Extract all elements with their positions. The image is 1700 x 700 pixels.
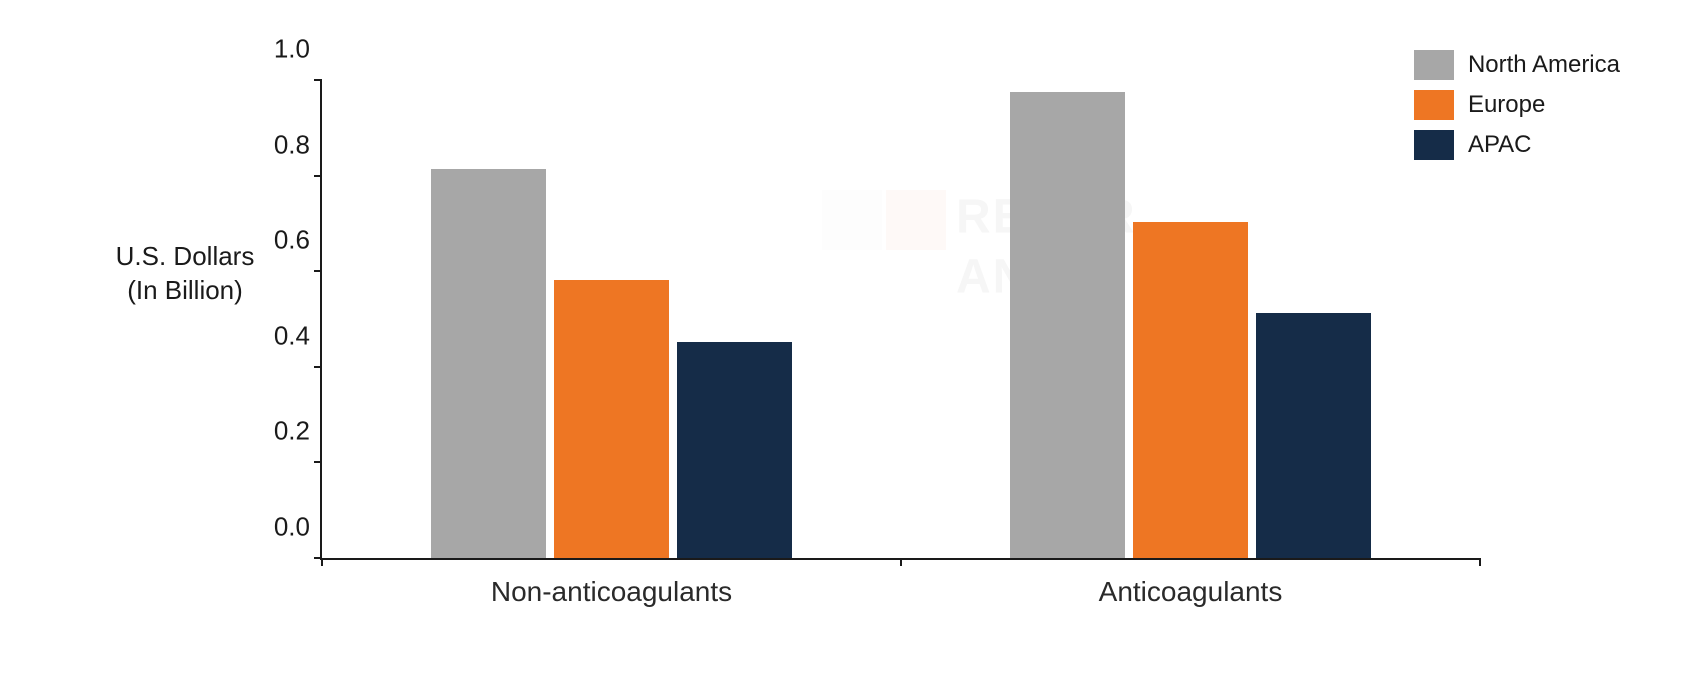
bar xyxy=(1256,313,1371,558)
x-category-label: Non-anticoagulants xyxy=(491,576,732,608)
bar xyxy=(1133,222,1248,558)
y-tick-label: 0.4 xyxy=(274,320,310,351)
chart-container: U.S. Dollars (In Billion) REPOR AND D 0.… xyxy=(100,40,1640,660)
y-tick-label: 0.0 xyxy=(274,512,310,543)
bar xyxy=(431,169,546,558)
bar-group: Anticoagulants xyxy=(1006,80,1375,558)
legend-item: North America xyxy=(1414,50,1620,80)
y-tick-label: 0.6 xyxy=(274,225,310,256)
x-tick-mark xyxy=(1479,558,1481,566)
legend: North America Europe APAC xyxy=(1414,50,1620,160)
bar xyxy=(554,280,669,558)
y-tick-label: 0.2 xyxy=(274,416,310,447)
y-axis-label: U.S. Dollars (In Billion) xyxy=(100,240,270,308)
bars-wrap: Non-anticoagulants Anticoagulants xyxy=(322,80,1480,558)
x-tick-mark xyxy=(900,558,902,566)
y-tick-label: 0.8 xyxy=(274,129,310,160)
y-axis-label-line-1: U.S. Dollars xyxy=(116,241,255,271)
y-tick-label: 1.0 xyxy=(274,34,310,65)
y-tick-mark xyxy=(314,461,322,463)
y-tick-mark xyxy=(314,175,322,177)
y-tick-mark xyxy=(314,366,322,368)
legend-item: Europe xyxy=(1414,90,1620,120)
legend-label: APAC xyxy=(1468,131,1532,159)
x-tick-mark xyxy=(321,558,323,566)
legend-swatch xyxy=(1414,50,1454,80)
x-category-label: Anticoagulants xyxy=(1099,576,1283,608)
plot-area: REPOR AND D 0.00.20.40.60.81.0 Non-antic… xyxy=(320,80,1480,560)
legend-label: North America xyxy=(1468,51,1620,79)
y-tick-mark xyxy=(314,79,322,81)
legend-swatch xyxy=(1414,90,1454,120)
bar xyxy=(1010,92,1125,558)
y-tick-mark xyxy=(314,270,322,272)
legend-item: APAC xyxy=(1414,130,1620,160)
legend-label: Europe xyxy=(1468,91,1545,119)
legend-swatch xyxy=(1414,130,1454,160)
y-axis-label-line-2: (In Billion) xyxy=(127,275,243,305)
bar-group: Non-anticoagulants xyxy=(427,80,796,558)
bar xyxy=(677,342,792,558)
